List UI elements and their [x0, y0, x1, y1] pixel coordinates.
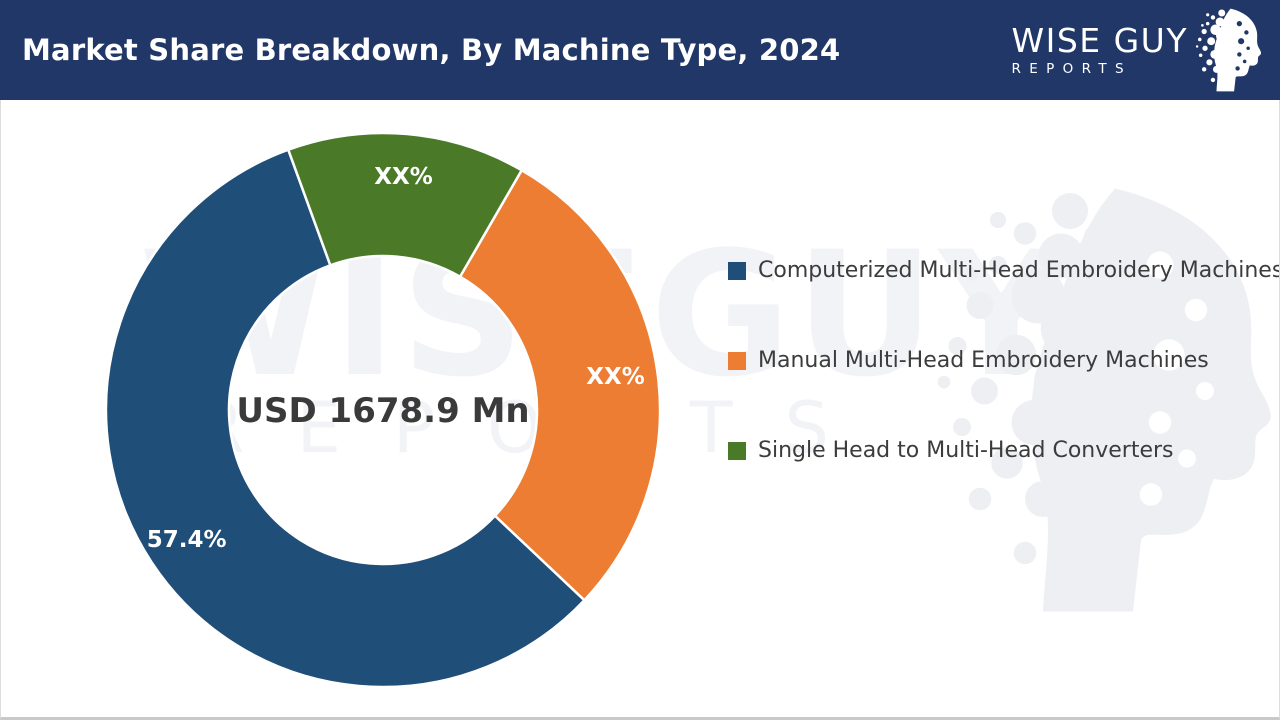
legend-swatch-converters [728, 442, 746, 460]
head-dot [1085, 339, 1127, 380]
brand-subtitle: REPORTS [1011, 60, 1132, 77]
head-dot [1218, 9, 1226, 17]
donut-slice-1 [458, 168, 662, 602]
head-dot [1198, 37, 1202, 42]
head-hole-dot [1153, 339, 1185, 371]
slice-value-label-1: XX% [586, 364, 645, 390]
legend-label: Single Head to Multi-Head Converters [758, 438, 1174, 463]
head-hole-dot [1236, 20, 1242, 27]
legend-item-converters: Single Head to Multi-Head Converters [728, 438, 1174, 464]
legend-item-manual: Manual Multi-Head Embroidery Machines [728, 348, 1209, 374]
head-dot [1202, 45, 1208, 51]
watermark-head-icon [937, 188, 1271, 612]
head-hole-dot [1246, 46, 1250, 50]
head-dot [1085, 393, 1118, 425]
brand-logo: WISE GUY REPORTS [1011, 6, 1266, 94]
head-hole-dot [1237, 52, 1242, 57]
head-dot [1210, 15, 1216, 20]
head-dot [968, 487, 992, 511]
brand-logo-text: WISE GUY REPORTS [1011, 20, 1188, 77]
head-dot [1224, 38, 1233, 47]
head-dot [1040, 298, 1100, 358]
head-hole-dot [1184, 298, 1208, 322]
head-dot [1206, 59, 1213, 66]
head-dot [1205, 21, 1210, 26]
head-dot [1074, 265, 1111, 301]
head-dot [1210, 77, 1216, 83]
legend-label: Computerized Multi-Head Embroidery Machi… [758, 258, 1280, 283]
head-dot [1198, 53, 1203, 58]
head-dot [937, 375, 951, 389]
head-dot [1214, 41, 1226, 52]
head-hole-dot [1238, 38, 1245, 45]
head-dot [964, 267, 978, 281]
head-dot [1201, 67, 1207, 72]
head-hole-dot [1146, 251, 1174, 279]
head-dot [1195, 45, 1199, 48]
head-dot [1222, 23, 1230, 31]
head-hole-dot [1178, 449, 1196, 468]
head-dot [1219, 73, 1225, 80]
legend-label: Manual Multi-Head Embroidery Machines [758, 348, 1209, 373]
header-bar: Market Share Breakdown, By Machine Type,… [0, 0, 1280, 100]
head-dot [1074, 571, 1093, 589]
head-hole-dot [1139, 483, 1163, 506]
head-dot [1013, 541, 1037, 565]
donut-slice-0 [104, 148, 586, 689]
head-dot [995, 334, 1037, 376]
head-dot [991, 447, 1023, 479]
page-title: Market Share Breakdown, By Machine Type,… [22, 33, 841, 67]
legend-swatch-manual [728, 352, 746, 370]
donut-chart: USD 1678.9 Mn 57.4% XX% XX% [104, 131, 662, 689]
legend-swatch-computerized [728, 262, 746, 280]
head-dot [1206, 13, 1210, 17]
head-dot [1056, 521, 1084, 549]
head-dot [1215, 17, 1225, 27]
head-dot [1222, 83, 1227, 87]
head-dot [1212, 65, 1220, 73]
head-dot [1201, 24, 1204, 27]
head-dot [1052, 193, 1088, 229]
head-hole-dot [1235, 66, 1240, 71]
head-dot [1038, 233, 1084, 279]
head-hole-dot [1148, 411, 1172, 434]
brand-name: WISE GUY [1011, 20, 1188, 60]
watermark-text-reports: REPORTS [196, 388, 881, 468]
slice-value-label-2: XX% [374, 164, 433, 190]
head-dot [1079, 467, 1106, 495]
head-dot [1038, 422, 1084, 468]
head-dot [948, 337, 967, 355]
head-dot [989, 211, 1007, 229]
head-hole-dot [1196, 382, 1214, 400]
head-hole-dot [1242, 59, 1247, 64]
head-dot [1224, 15, 1230, 21]
head-dot [1034, 355, 1088, 409]
head-dot [1207, 37, 1216, 46]
head-dot [971, 377, 998, 405]
head-dot [966, 292, 994, 319]
head-hole-dot [1244, 30, 1249, 35]
head-dot [1013, 222, 1037, 245]
legend-item-computerized: Computerized Multi-Head Embroidery Machi… [728, 258, 1280, 284]
head-dot [1215, 54, 1225, 64]
donut-slice-2 [287, 131, 523, 278]
head-dot [1083, 224, 1111, 252]
chart-center-value: USD 1678.9 Mn [236, 391, 529, 431]
head-dot [1224, 48, 1231, 55]
head-dot [1201, 28, 1207, 35]
head-dot [953, 418, 971, 436]
slice-value-label-0: 57.4% [147, 527, 227, 553]
dotted-head-logo-icon [1195, 8, 1262, 92]
head-dot [1223, 63, 1229, 69]
head-dot [989, 256, 1007, 274]
head-dot [1025, 481, 1061, 517]
head-dot [1216, 30, 1228, 42]
